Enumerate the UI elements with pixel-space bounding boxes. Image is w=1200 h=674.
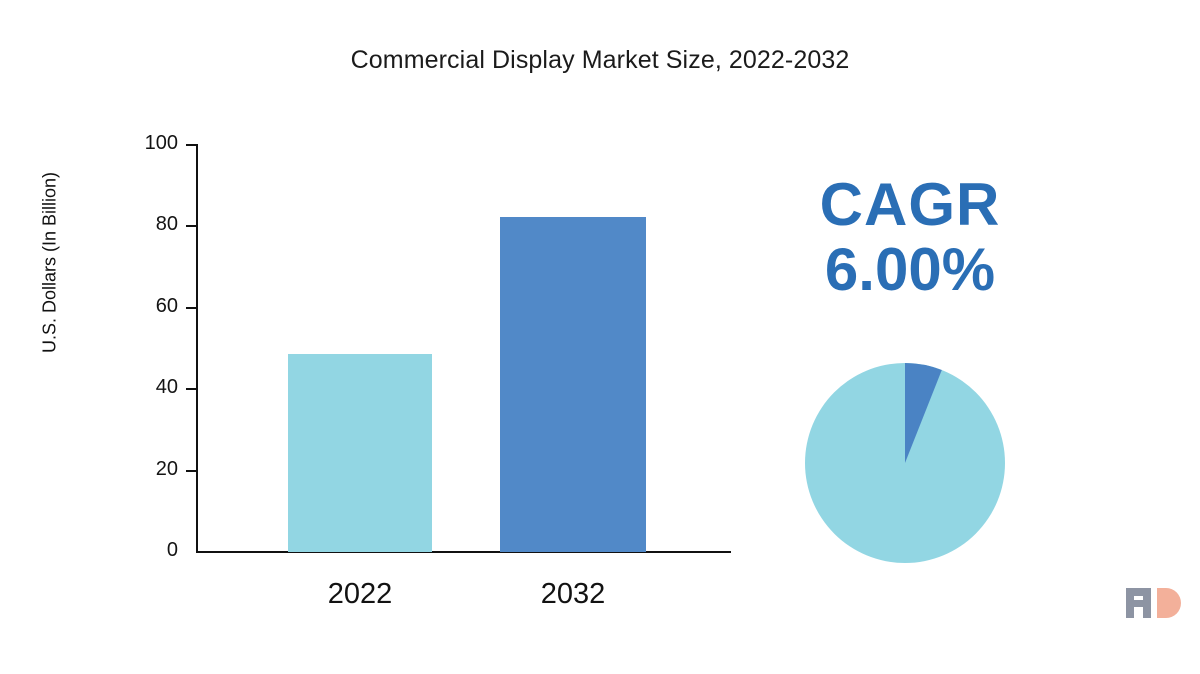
y-tick-label-80: 80 (155, 213, 178, 235)
logo-letter-d-icon (1157, 588, 1181, 618)
y-tick-80 (186, 225, 197, 227)
y-tick-40 (186, 388, 197, 390)
y-axis-line (196, 144, 198, 553)
brand-logo[interactable] (1124, 586, 1184, 620)
cagr-value: 6.00% (824, 235, 996, 303)
y-tick-60 (186, 307, 197, 309)
pie-slice-cagr (905, 363, 942, 463)
y-tick-100 (186, 144, 197, 146)
y-axis-title: U.S. Dollars (In Billion) (39, 171, 60, 354)
x-tick-label-2022: 2022 (327, 578, 393, 610)
y-tick-20 (186, 470, 197, 472)
x-tick-label-2032: 2032 (540, 578, 606, 610)
y-tick-label-40: 40 (155, 376, 178, 398)
y-tick-label-20: 20 (155, 458, 178, 480)
bar-2022[interactable] (288, 353, 432, 552)
bar-chart: U.S. Dollars (In Billion) 100 80 60 40 2… (39, 132, 731, 610)
cagr-label: CAGR (819, 171, 1001, 238)
page-title: Commercial Display Market Size, 2022-203… (350, 46, 850, 74)
cagr-pie-chart (805, 363, 1005, 563)
x-axis-line (196, 551, 731, 553)
logo-letter-r-icon (1126, 588, 1151, 618)
y-tick-label-100: 100 (144, 132, 178, 154)
cagr-callout: CAGR 6.00% (790, 171, 1030, 303)
y-tick-label-0: 0 (166, 539, 178, 561)
y-tick-label-60: 60 (155, 295, 178, 317)
bar-2032[interactable] (500, 216, 646, 552)
